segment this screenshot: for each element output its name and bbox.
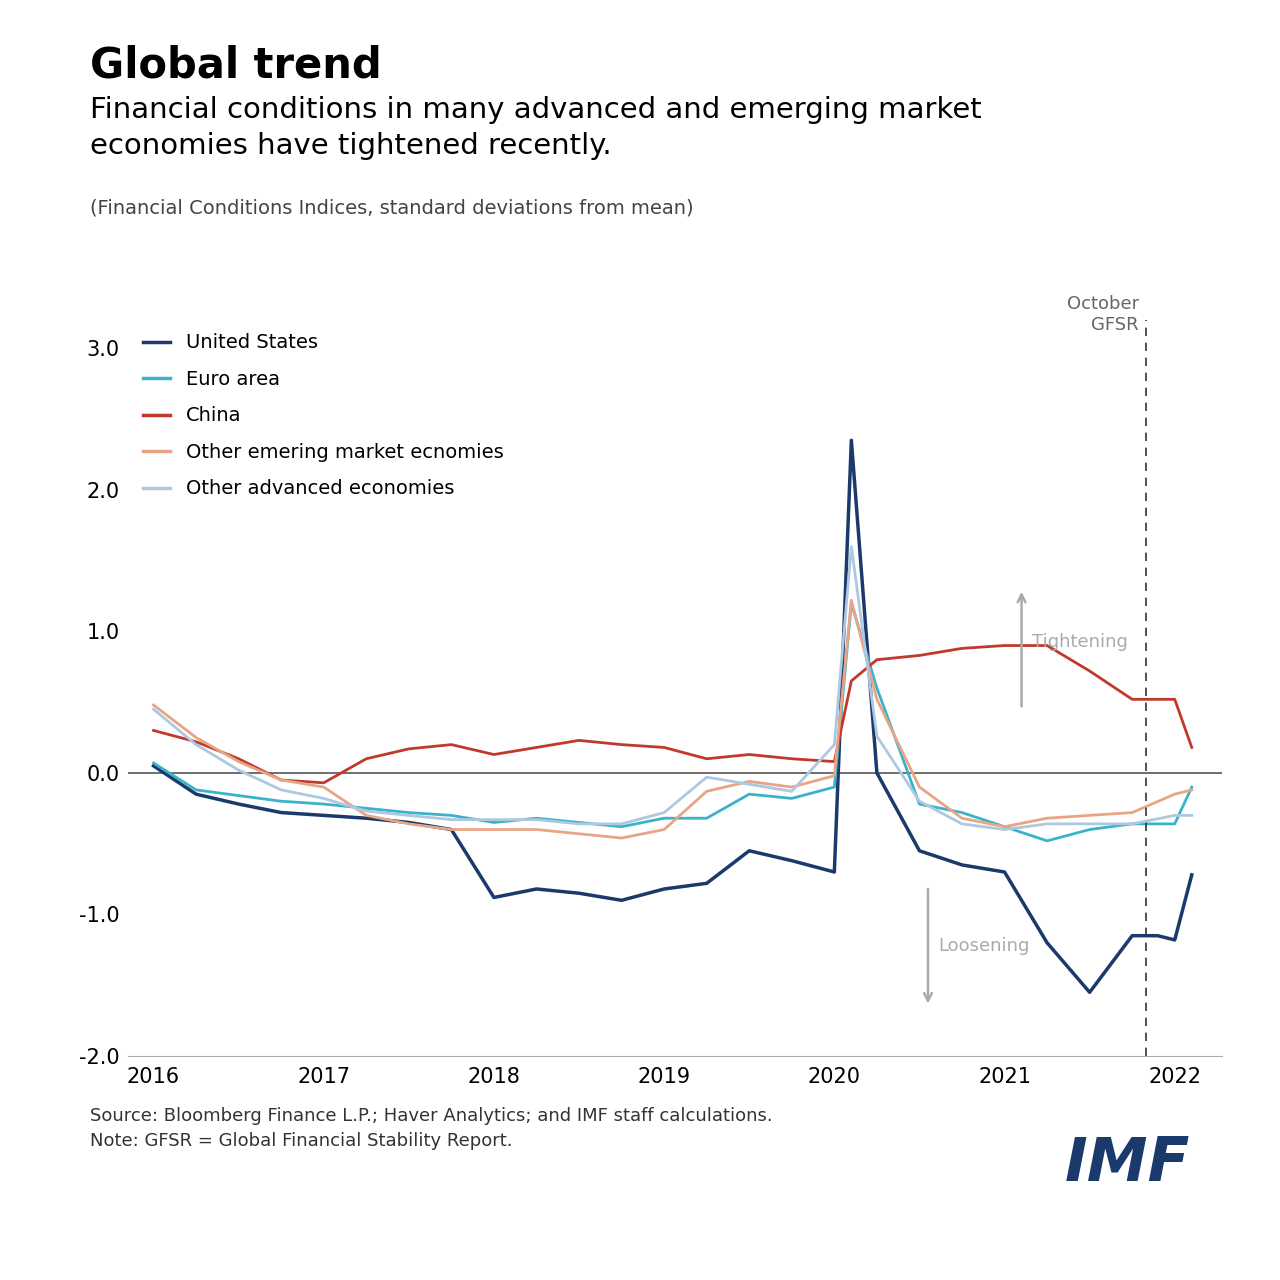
Text: IMF: IMF <box>1065 1135 1190 1194</box>
Legend: United States, Euro area, China, Other emering market ecnomies, Other advanced e: United States, Euro area, China, Other e… <box>143 333 504 498</box>
Text: Loosening: Loosening <box>938 937 1029 955</box>
Text: Source: Bloomberg Finance L.P.; Haver Analytics; and IMF staff calculations.
Not: Source: Bloomberg Finance L.P.; Haver An… <box>90 1107 772 1151</box>
Text: Global trend: Global trend <box>90 45 381 87</box>
Text: (Financial Conditions Indices, standard deviations from mean): (Financial Conditions Indices, standard … <box>90 198 694 218</box>
Text: Tightening: Tightening <box>1032 634 1128 652</box>
Text: October
GFSR: October GFSR <box>1066 296 1139 334</box>
Text: Financial conditions in many advanced and emerging market
economies have tighten: Financial conditions in many advanced an… <box>90 96 982 160</box>
